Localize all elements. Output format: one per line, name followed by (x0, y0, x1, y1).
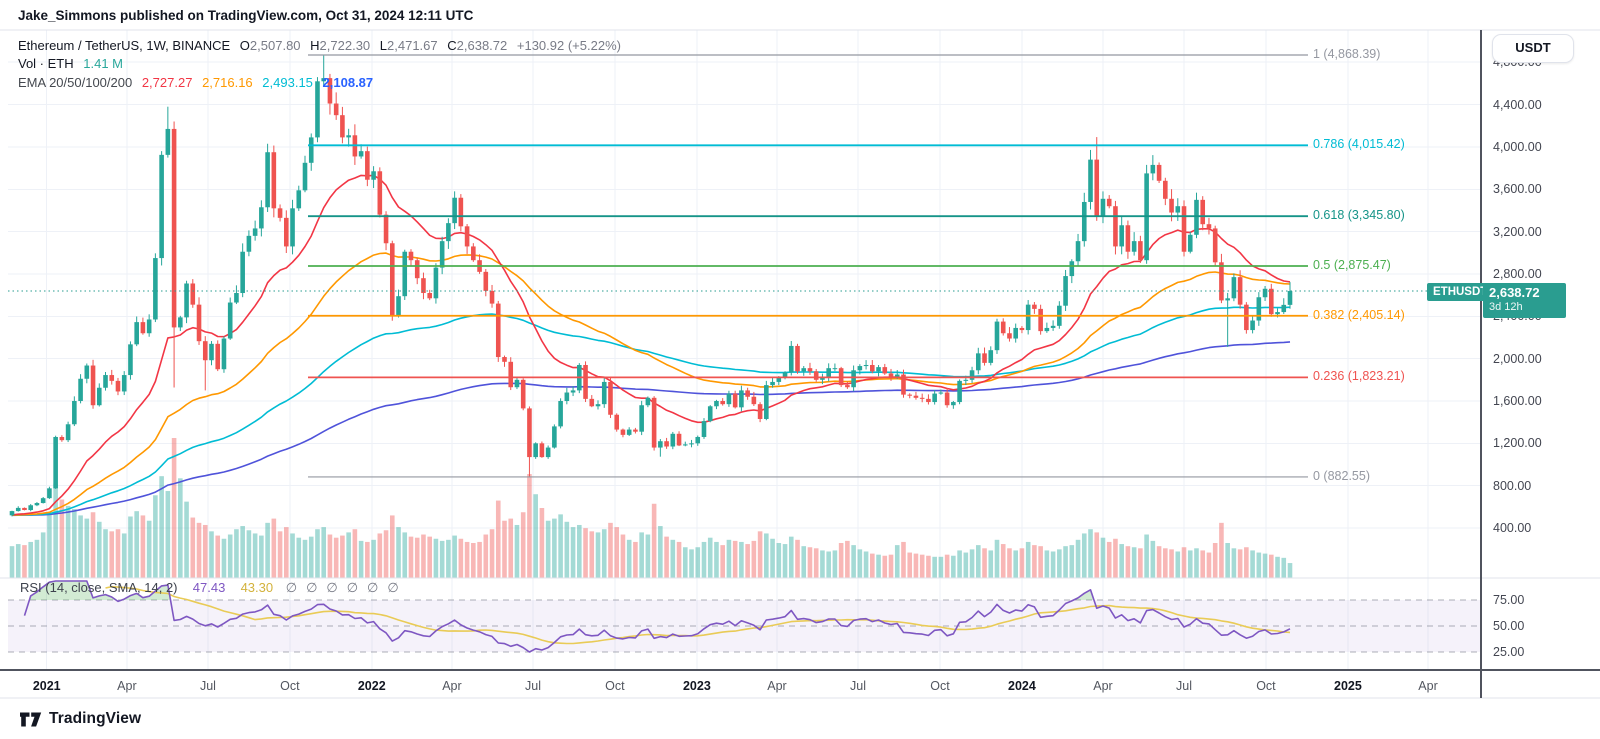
price-tick-3600: 3,600.00 (1493, 182, 1542, 197)
ema50-value: 2,716.16 (202, 75, 253, 90)
time-tick-2024: 2024 (1008, 679, 1036, 693)
price-tick-1200: 1,200.00 (1493, 436, 1542, 451)
price-tick-1600: 1,600.00 (1493, 393, 1542, 408)
currency-toggle-button[interactable]: USDT (1492, 34, 1574, 63)
tradingview-logo-icon (20, 712, 42, 726)
rsi-tick-25: 25.00 (1493, 645, 1525, 659)
time-tick-Jul: Jul (524, 679, 541, 693)
volume-label: Vol · ETH (18, 56, 74, 71)
time-tick-2025: 2025 (1334, 679, 1362, 693)
rsi-ma-value: 43.30 (240, 580, 274, 595)
rsi-tick-50: 50.00 (1493, 619, 1525, 633)
price-tick-400: 400.00 (1493, 521, 1532, 536)
time-tick-2023: 2023 (682, 679, 711, 693)
empty-set-icon: ∅ (346, 580, 359, 595)
high-value: 2,722.30 (319, 38, 371, 53)
empty-set-icon: ∅ (326, 580, 338, 595)
rsi-status-icons: ∅ ∅ ∅ ∅ ∅ ∅ (277, 580, 399, 595)
fib-label-0.5: 0.5 (2,875.47) (1313, 257, 1391, 272)
time-tick-2022: 2022 (357, 679, 386, 693)
volume-legend-row[interactable]: Vol · ETH 1.41 M (18, 56, 123, 71)
symbol-title[interactable]: Ethereum / TetherUS, 1W, BINANCE (18, 38, 231, 53)
ema-label: EMA 20/50/100/200 (18, 75, 133, 90)
fib-label-0.382: 0.382 (2,405.14) (1313, 307, 1405, 322)
price-tick-2000: 2,000.00 (1493, 351, 1542, 366)
last-price-badge: 2,638.72 3d 12h (1483, 283, 1566, 318)
price-tick-4000: 4,000.00 (1493, 139, 1542, 154)
volume-value: 1.41 M (83, 56, 123, 71)
time-tick-Oct: Oct (930, 679, 950, 693)
price-tick-2800: 2,800.00 (1493, 266, 1542, 281)
rsi-legend-row[interactable]: RSI (14, close, SMA, 14, 2) 47.43 43.30 … (20, 580, 399, 596)
publish-attribution-text: Jake_Simmons published on TradingView.co… (18, 8, 474, 23)
open-value: 2,507.80 (249, 38, 301, 53)
close-value: 2,638.72 (456, 38, 508, 53)
time-tick-2021: 2021 (32, 679, 61, 693)
time-tick-Oct: Oct (605, 679, 625, 693)
time-tick-Oct: Oct (1256, 679, 1276, 693)
close-label: C (447, 38, 457, 53)
fib-label-0: 0 (882.55) (1313, 468, 1370, 483)
ema100-value: 2,493.15 (262, 75, 313, 90)
time-tick-Apr: Apr (117, 679, 137, 693)
rsi-value: 47.43 (192, 580, 226, 595)
fib-label-0.618: 0.618 (3,345.80) (1313, 208, 1405, 223)
last-price-value: 2,638.72 (1489, 285, 1540, 300)
high-label: H (310, 38, 320, 53)
tradingview-logo-text: TradingView (49, 710, 142, 727)
symbol-legend-row[interactable]: Ethereum / TetherUS, 1W, BINANCE O2,507.… (18, 38, 621, 53)
bar-countdown: 3d 12h (1489, 301, 1523, 313)
time-tick-Jul: Jul (1176, 679, 1193, 693)
ema-legend-row[interactable]: EMA 20/50/100/200 2,727.27 2,716.16 2,49… (18, 75, 373, 90)
empty-set-icon: ∅ (387, 580, 399, 595)
time-tick-Jul: Jul (199, 679, 216, 693)
fib-label-1: 1 (4,868.39) (1313, 47, 1381, 61)
fib-label-0.786: 0.786 (4,015.42) (1313, 137, 1405, 152)
time-tick-Apr: Apr (767, 679, 787, 693)
ema20-value: 2,727.27 (141, 75, 193, 90)
open-label: O (239, 38, 250, 53)
low-label: L (379, 38, 388, 53)
fib-label-0.236: 0.236 (1,823.21) (1313, 369, 1405, 384)
time-tick-Apr: Apr (1418, 679, 1438, 693)
price-tick-800: 800.00 (1493, 478, 1532, 493)
symbol-price-label-badge: ETHUSDT (1427, 283, 1494, 301)
empty-set-icon: ∅ (367, 580, 379, 595)
price-tick-3200: 3,200.00 (1493, 224, 1542, 239)
empty-set-icon: ∅ (285, 580, 298, 595)
price-tick-4400: 4,400.00 (1493, 97, 1542, 112)
change-value: +130.92 (+5.22%) (516, 38, 621, 53)
rsi-tick-75: 75.00 (1493, 593, 1525, 607)
ema200-value: 2,108.87 (322, 75, 374, 90)
time-tick-Jul: Jul (850, 679, 867, 693)
rsi-label: RSI (14, close, SMA, 14, 2) (20, 580, 178, 595)
time-tick-Apr: Apr (442, 679, 462, 693)
time-tick-Apr: Apr (1093, 679, 1113, 693)
low-value: 2,471.67 (387, 38, 438, 53)
time-tick-Oct: Oct (280, 679, 300, 693)
empty-set-icon: ∅ (306, 580, 318, 595)
tradingview-logo[interactable]: TradingView (20, 710, 141, 728)
